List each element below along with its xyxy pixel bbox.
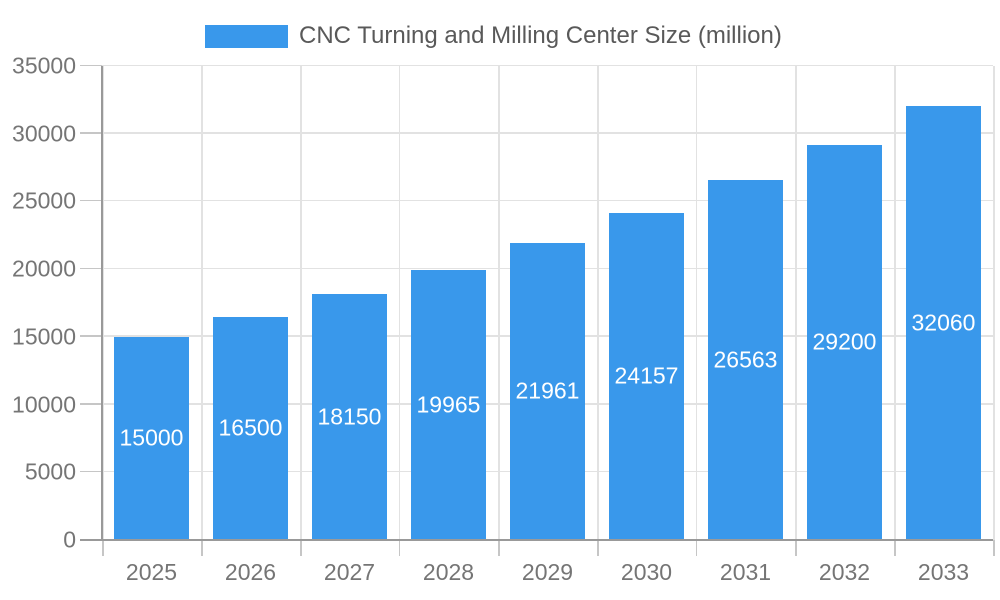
x-axis-labels: 2025 2026 2027 2028 2029 2030 2031 2032 2033 (102, 559, 993, 590)
v-gridline (597, 66, 599, 540)
bar[interactable]: 24157 (609, 212, 684, 540)
y-axis-tick (80, 335, 102, 337)
x-tick-label: 2031 (719, 559, 772, 585)
x-axis-tick (597, 540, 599, 556)
x-tick-label: 2033 (917, 559, 970, 585)
bar-value-label: 24157 (614, 362, 679, 389)
v-gridline (398, 66, 401, 540)
y-ticks (80, 64, 102, 540)
x-axis-line (80, 539, 993, 541)
y-axis-tick (80, 267, 102, 270)
y-tick-label: 0 (63, 526, 76, 553)
y-axis-labels: 0 5000 10000 15000 20000 25000 30000 35000 (0, 54, 76, 551)
x-tick-label: 2025 (125, 559, 178, 585)
y-axis-tick (80, 199, 102, 202)
legend-swatch (205, 24, 288, 48)
bar-value-label: 15000 (119, 424, 184, 451)
legend-item[interactable]: CNC Turning and Milling Center Size (mil… (205, 17, 782, 55)
bar-value-label: 32060 (911, 309, 976, 336)
x-axis-tick (102, 540, 104, 556)
bar[interactable]: 29200 (807, 144, 882, 540)
v-gridline (795, 66, 797, 540)
x-tick-label: 2028 (422, 559, 475, 585)
y-axis-tick (80, 64, 102, 66)
y-tick-label: 5000 (24, 458, 76, 485)
h-gridline (102, 132, 993, 134)
x-axis-tick (695, 540, 698, 556)
h-gridline (102, 64, 993, 66)
x-axis-tick (201, 540, 203, 556)
y-tick-label: 20000 (12, 255, 76, 282)
y-tick-label: 30000 (12, 120, 76, 147)
x-axis-tick (795, 540, 797, 556)
y-tick-label: 15000 (12, 323, 76, 350)
y-axis-line (101, 66, 103, 540)
y-tick-label: 10000 (12, 391, 76, 418)
x-tick-label: 2027 (323, 559, 376, 585)
x-axis-tick (993, 540, 995, 556)
y-axis-tick (80, 470, 102, 473)
v-gridline (993, 66, 995, 540)
bar[interactable]: 16500 (213, 316, 288, 540)
v-gridline (498, 66, 500, 540)
legend-label: CNC Turning and Milling Center Size (mil… (299, 22, 782, 49)
x-axis-tick (894, 540, 896, 556)
bar[interactable]: 15000 (114, 336, 189, 540)
plot-area: 15000 16500 18150 19965 21961 24157 26563 29200… (102, 64, 995, 540)
v-gridline (300, 66, 302, 540)
x-tick-label: 2032 (818, 559, 871, 585)
bar[interactable]: 26563 (708, 180, 783, 540)
bar-value-label: 21961 (515, 377, 580, 404)
v-gridline (894, 66, 896, 540)
x-axis-tick (498, 540, 500, 556)
x-axis-tick (398, 540, 401, 556)
bar-value-label: 26563 (713, 346, 778, 373)
y-tick-label: 25000 (12, 187, 76, 214)
bar-value-label: 19965 (416, 391, 481, 418)
x-tick-label: 2029 (521, 559, 574, 585)
h-gridline (102, 199, 993, 202)
x-tick-label: 2026 (224, 559, 277, 585)
x-axis-tick (300, 540, 302, 556)
y-tick-label: 35000 (12, 52, 76, 79)
y-axis-tick (80, 403, 102, 405)
bar[interactable]: 32060 (906, 105, 981, 540)
bar[interactable]: 21961 (510, 242, 585, 540)
bar[interactable]: 18150 (312, 294, 387, 540)
x-ticks (102, 540, 995, 556)
v-gridline (695, 66, 698, 540)
bar-value-label: 29200 (812, 328, 877, 355)
x-tick-label: 2030 (620, 559, 673, 585)
v-gridline (201, 66, 203, 540)
bar[interactable]: 19965 (411, 269, 486, 540)
y-axis-tick (80, 132, 102, 134)
bar-value-label: 18150 (317, 403, 382, 430)
bar-value-label: 16500 (218, 414, 283, 441)
